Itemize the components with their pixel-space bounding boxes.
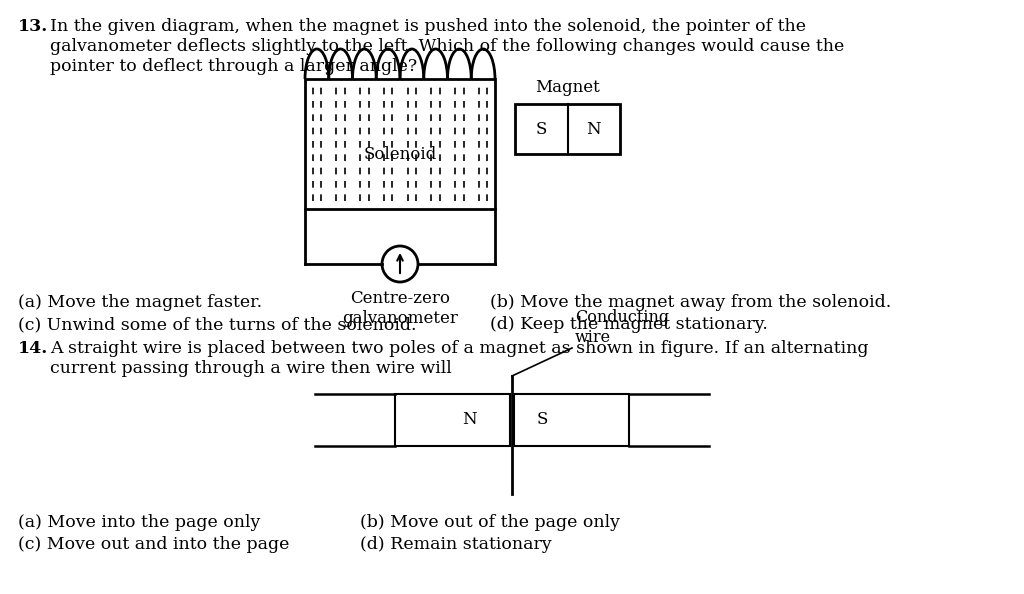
Text: (a) Move the magnet faster.: (a) Move the magnet faster. <box>18 294 262 311</box>
Text: 14.: 14. <box>18 340 48 357</box>
Text: Centre-zero
galvanometer: Centre-zero galvanometer <box>342 290 458 327</box>
Bar <box>515 104 620 154</box>
Text: current passing through a wire then wire will: current passing through a wire then wire… <box>50 360 452 377</box>
Text: (b) Move out of the page only: (b) Move out of the page only <box>360 514 620 531</box>
Text: S: S <box>537 412 549 428</box>
Text: Solenoid: Solenoid <box>364 146 436 163</box>
Text: S: S <box>536 121 547 137</box>
Text: (d) Keep the magnet stationary.: (d) Keep the magnet stationary. <box>490 316 768 333</box>
Bar <box>395 394 510 446</box>
Text: galvanometer deflects slightly to the left. Which of the following changes would: galvanometer deflects slightly to the le… <box>50 38 844 55</box>
Text: Magnet: Magnet <box>536 79 600 96</box>
Text: N: N <box>587 121 601 137</box>
Text: (c) Move out and into the page: (c) Move out and into the page <box>18 536 290 553</box>
Text: A straight wire is placed between two poles of a magnet as shown in figure. If a: A straight wire is placed between two po… <box>50 340 868 357</box>
Text: Conducting
wire: Conducting wire <box>575 309 669 346</box>
Text: (a) Move into the page only: (a) Move into the page only <box>18 514 260 531</box>
Text: N: N <box>463 412 477 428</box>
Text: (d) Remain stationary: (d) Remain stationary <box>360 536 552 553</box>
Text: In the given diagram, when the magnet is pushed into the solenoid, the pointer o: In the given diagram, when the magnet is… <box>50 18 806 35</box>
Text: (b) Move the magnet away from the solenoid.: (b) Move the magnet away from the soleno… <box>490 294 891 311</box>
Text: (c) Unwind some of the turns of the solenoid.: (c) Unwind some of the turns of the sole… <box>18 316 417 333</box>
Bar <box>305 79 495 209</box>
Bar <box>514 394 629 446</box>
Text: pointer to deflect through a larger angle?: pointer to deflect through a larger angl… <box>50 58 417 75</box>
Text: 13.: 13. <box>18 18 48 35</box>
